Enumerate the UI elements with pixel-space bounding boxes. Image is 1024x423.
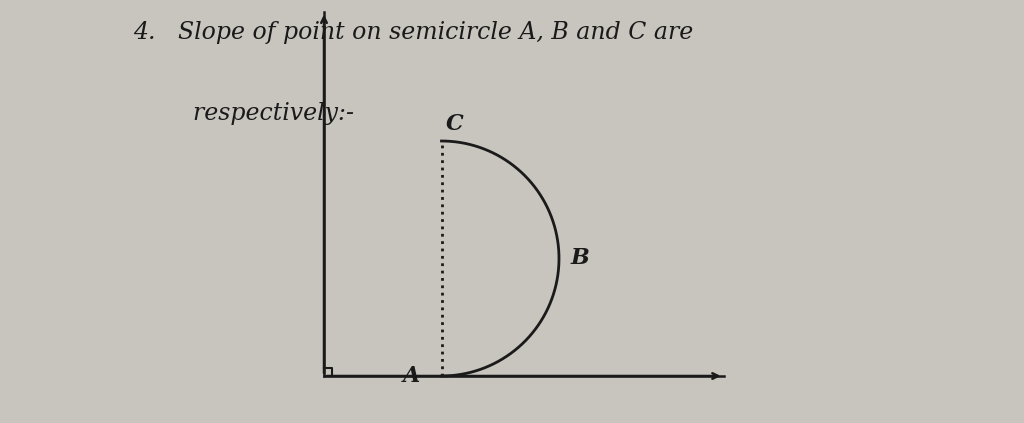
- Text: A: A: [403, 365, 420, 387]
- Text: C: C: [445, 113, 464, 135]
- Text: B: B: [570, 247, 589, 269]
- Text: respectively:-: respectively:-: [133, 102, 354, 124]
- Text: 4.   Slope of point on semicircle A, B and C are: 4. Slope of point on semicircle A, B and…: [133, 21, 693, 44]
